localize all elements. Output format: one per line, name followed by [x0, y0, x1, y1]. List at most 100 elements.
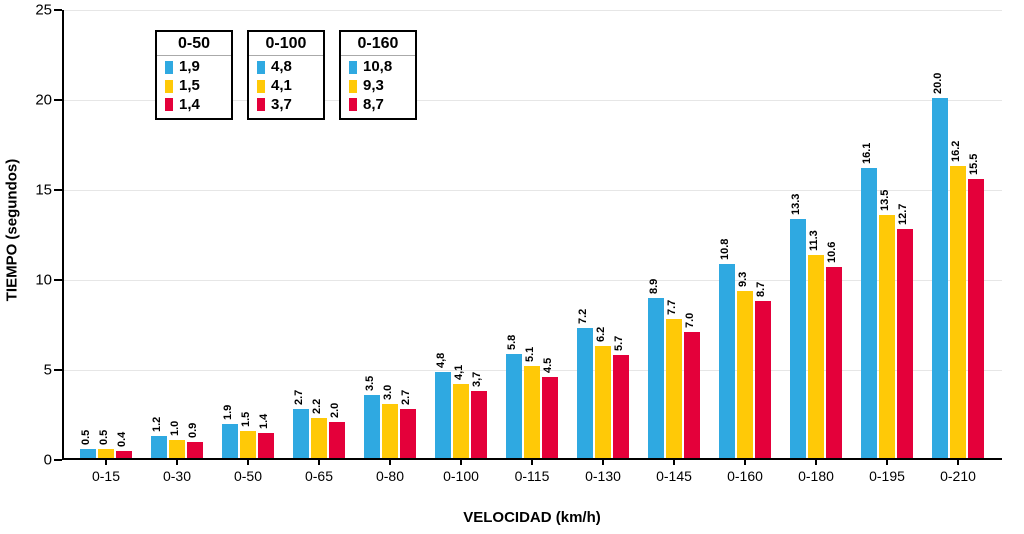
bar-series-3: 5.7: [613, 355, 629, 458]
legend-row: 1,9: [157, 58, 231, 77]
category-group: 4,84,13,70-100: [435, 457, 493, 458]
y-tick-label: 0: [22, 452, 52, 469]
bar-series-2: 2.2: [311, 418, 327, 458]
bar-series-3: 15.5: [968, 179, 984, 458]
x-tick: [744, 458, 746, 465]
bar-value-label: 4.5: [542, 358, 554, 373]
legend-value: 8,7: [363, 96, 384, 115]
x-tick: [460, 458, 462, 465]
bar-series-2: 13.5: [879, 215, 895, 458]
legend-swatch: [349, 80, 357, 93]
category-group: 1.91.51.40-50: [222, 457, 280, 458]
x-tick: [531, 458, 533, 465]
legend-row: 4,1: [249, 77, 323, 96]
bar-series-3: 3,7: [471, 391, 487, 458]
legend-value: 4,1: [271, 77, 292, 96]
legend-row: 1,4: [157, 96, 231, 115]
x-category-label: 0-210: [940, 468, 976, 484]
bar-value-label: 16.1: [861, 143, 873, 164]
legend-swatch: [165, 98, 173, 111]
legend-box: 0-1004,84,13,7: [247, 30, 325, 120]
y-axis-line: [62, 10, 64, 460]
x-category-label: 0-115: [515, 468, 550, 484]
x-tick: [318, 458, 320, 465]
bar-series-3: 0.9: [187, 442, 203, 458]
category-group: 7.26.25.70-130: [577, 457, 635, 458]
legend-swatch: [165, 80, 173, 93]
legend-value: 1,4: [179, 96, 200, 115]
legend-value: 10,8: [363, 58, 392, 77]
bar-series-1: 5.8: [506, 354, 522, 458]
bar-series-2: 16.2: [950, 166, 966, 458]
bar-series-3: 4.5: [542, 377, 558, 458]
acceleration-chart: TIEMPO (segundos) VELOCIDAD (km/h) 05101…: [0, 0, 1024, 534]
x-category-label: 0-15: [92, 468, 120, 484]
bar-value-label: 8.7: [755, 282, 767, 297]
bar-value-label: 7.7: [666, 300, 678, 315]
legend-box-title: 0-100: [249, 34, 323, 56]
x-category-label: 0-50: [234, 468, 262, 484]
x-category-label: 0-100: [443, 468, 479, 484]
bar-value-label: 1.4: [258, 414, 270, 429]
bar-series-1: 7.2: [577, 328, 593, 458]
bar-value-label: 2.7: [293, 390, 305, 405]
bar-value-label: 4,8: [435, 352, 447, 367]
bar-value-label: 7.2: [577, 309, 589, 324]
bar-value-label: 3.0: [382, 385, 394, 400]
bar-value-label: 0.5: [98, 430, 110, 445]
y-axis-title: TIEMPO (segundos): [4, 159, 21, 302]
x-tick: [176, 458, 178, 465]
x-tick: [105, 458, 107, 465]
bar-value-label: 5.1: [524, 347, 536, 362]
legend-value: 1,5: [179, 77, 200, 96]
bar-series-1: 1.2: [151, 436, 167, 458]
bar-series-1: 8.9: [648, 298, 664, 458]
bar-series-1: 20.0: [932, 98, 948, 458]
bar-value-label: 0.9: [187, 423, 199, 438]
bar-value-label: 7.0: [684, 313, 696, 328]
bar-series-1: 4,8: [435, 372, 451, 458]
x-tick: [673, 458, 675, 465]
legend-swatch: [349, 98, 357, 111]
y-tick-label: 25: [22, 2, 52, 19]
x-category-label: 0-65: [305, 468, 333, 484]
bar-value-label: 10.6: [826, 242, 838, 263]
category-group: 2.72.22.00-65: [293, 457, 351, 458]
bar-series-1: 2.7: [293, 409, 309, 458]
x-tick: [957, 458, 959, 465]
bar-series-2: 1.5: [240, 431, 256, 458]
y-tick: [54, 369, 62, 371]
bar-value-label: 10.8: [719, 238, 731, 259]
y-tick-label: 15: [22, 182, 52, 199]
legend-value: 9,3: [363, 77, 384, 96]
x-category-label: 0-30: [163, 468, 191, 484]
bar-series-2: 4,1: [453, 384, 469, 458]
legend: 0-501,91,51,40-1004,84,13,70-16010,89,38…: [155, 30, 417, 120]
y-tick: [54, 459, 62, 461]
bar-value-label: 5.8: [506, 334, 518, 349]
x-category-label: 0-160: [727, 468, 763, 484]
bar-series-3: 8.7: [755, 301, 771, 458]
bar-value-label: 2.2: [311, 399, 323, 414]
bar-value-label: 8.9: [648, 279, 660, 294]
y-tick: [54, 279, 62, 281]
bar-series-3: 2.0: [329, 422, 345, 458]
legend-swatch: [349, 61, 357, 74]
legend-swatch: [257, 61, 265, 74]
legend-swatch: [165, 61, 173, 74]
bar-series-2: 7.7: [666, 319, 682, 458]
grid-line: [64, 10, 1002, 11]
bar-value-label: 6.2: [595, 327, 607, 342]
bar-value-label: 1.5: [240, 412, 252, 427]
bar-value-label: 9.3: [737, 271, 749, 286]
bar-series-1: 0.5: [80, 449, 96, 458]
y-tick-label: 10: [22, 272, 52, 289]
legend-box-title: 0-50: [157, 34, 231, 56]
bar-value-label: 1.9: [222, 405, 234, 420]
bar-series-2: 5.1: [524, 366, 540, 458]
bar-series-2: 0.5: [98, 449, 114, 458]
category-group: 5.85.14.50-115: [506, 457, 564, 458]
bar-value-label: 2.0: [329, 403, 341, 418]
bar-value-label: 12.7: [897, 204, 909, 225]
legend-value: 4,8: [271, 58, 292, 77]
